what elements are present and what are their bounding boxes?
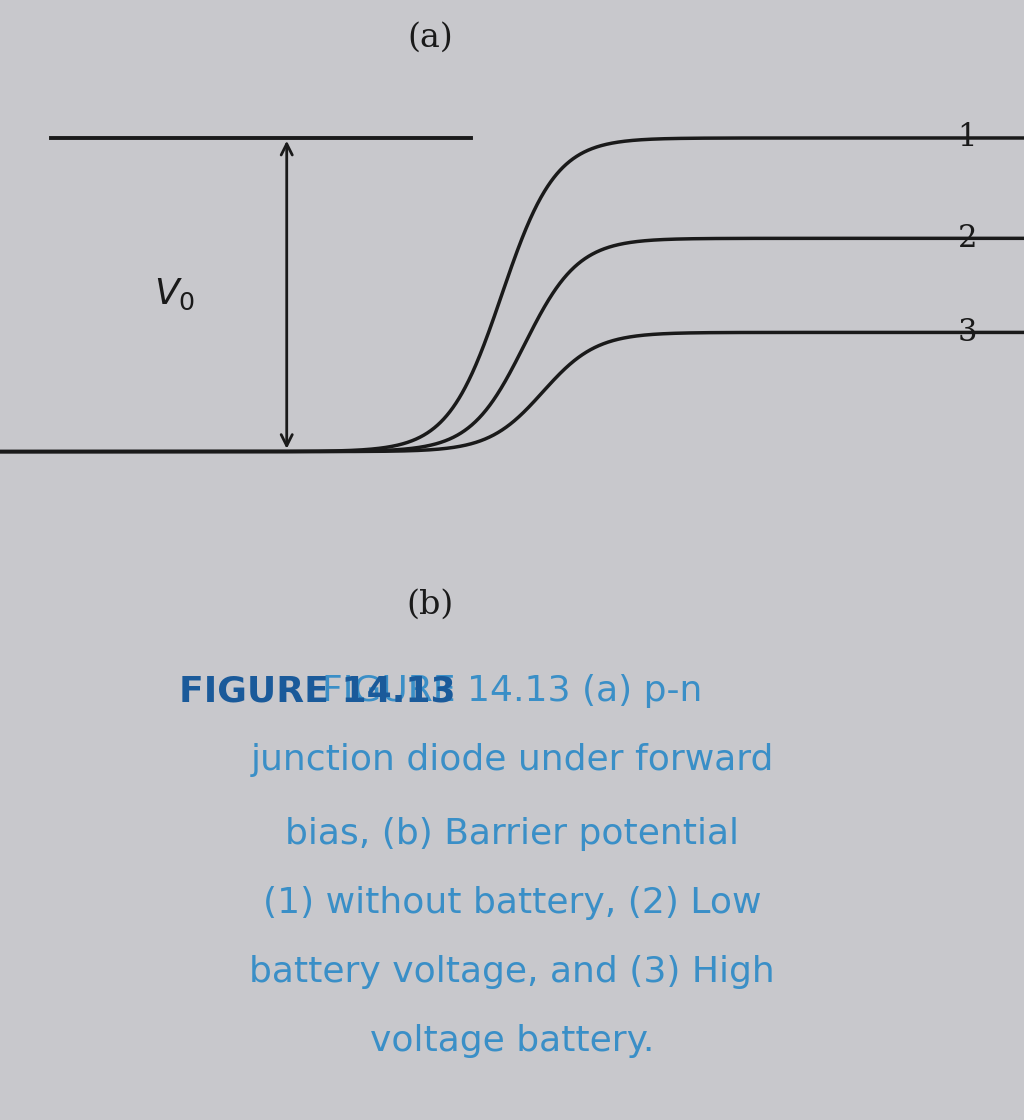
Text: (1) without battery, (2) Low: (1) without battery, (2) Low [263,886,761,921]
Text: battery voltage, and (3) High: battery voltage, and (3) High [249,955,775,989]
Text: (b): (b) [407,589,454,620]
Text: voltage battery.: voltage battery. [370,1024,654,1058]
Text: (a): (a) [408,22,453,54]
Text: $V_0$: $V_0$ [154,277,195,312]
Text: bias, (b) Barrier potential: bias, (b) Barrier potential [285,818,739,851]
Text: FIGURE 14.13: FIGURE 14.13 [179,674,456,708]
Text: 2: 2 [957,223,977,254]
Text: 1: 1 [957,122,977,153]
Text: 3: 3 [957,317,977,348]
Text: junction diode under forward: junction diode under forward [250,744,774,777]
Text: FIGURE 14.13 (a) p-n: FIGURE 14.13 (a) p-n [322,674,702,708]
